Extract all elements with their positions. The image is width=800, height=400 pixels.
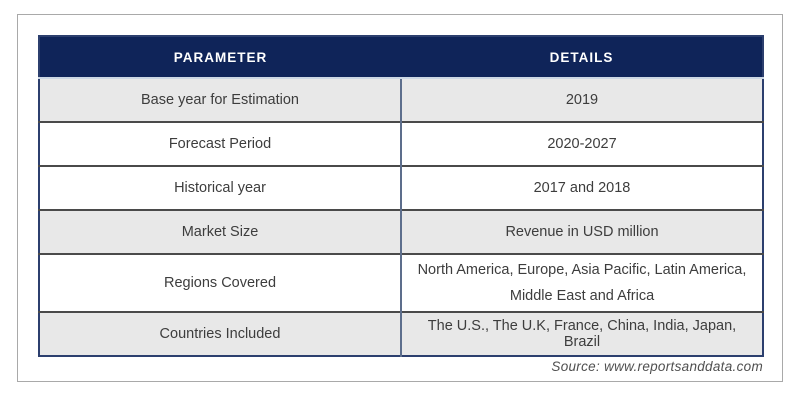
details-cell: Revenue in USD million [401, 209, 763, 254]
parameter-cell: Countries Included [39, 311, 402, 356]
table-row-countries-included: Countries Included The U.S., The U.K, Fr… [39, 311, 763, 356]
report-scope-table: PARAMETER DETAILS Base year for Estimati… [38, 35, 764, 357]
parameter-cell: Historical year [39, 165, 402, 210]
table-row-forecast-period: Forecast Period 2020-2027 [39, 121, 763, 166]
details-line-2: Middle East and Africa [509, 288, 655, 304]
details-cell: 2019 [401, 77, 763, 122]
table-row-market-size: Market Size Revenue in USD million [39, 209, 763, 254]
parameter-column-header: PARAMETER [39, 36, 401, 79]
details-cell: The U.S., The U.K, France, China, India,… [401, 311, 763, 356]
table-header-row: PARAMETER DETAILS [39, 36, 763, 79]
table-row-historical-year: Historical year 2017 and 2018 [39, 165, 763, 210]
parameter-cell: Forecast Period [39, 121, 402, 166]
details-column-header: DETAILS [401, 36, 763, 79]
details-line-1: North America, Europe, Asia Pacific, Lat… [417, 262, 747, 278]
parameter-cell: Market Size [39, 209, 402, 254]
details-cell: North America, Europe, Asia Pacific, Lat… [401, 253, 763, 312]
source-citation: Source: www.reportsanddata.com [551, 359, 763, 374]
details-cell: 2020-2027 [401, 121, 763, 166]
figure-frame: PARAMETER DETAILS Base year for Estimati… [17, 14, 783, 382]
table-row-base-year: Base year for Estimation 2019 [39, 77, 763, 122]
details-cell: 2017 and 2018 [401, 165, 763, 210]
parameter-cell: Regions Covered [39, 253, 402, 312]
parameter-cell: Base year for Estimation [39, 77, 402, 122]
table-row-regions-covered: Regions Covered North America, Europe, A… [39, 253, 763, 312]
